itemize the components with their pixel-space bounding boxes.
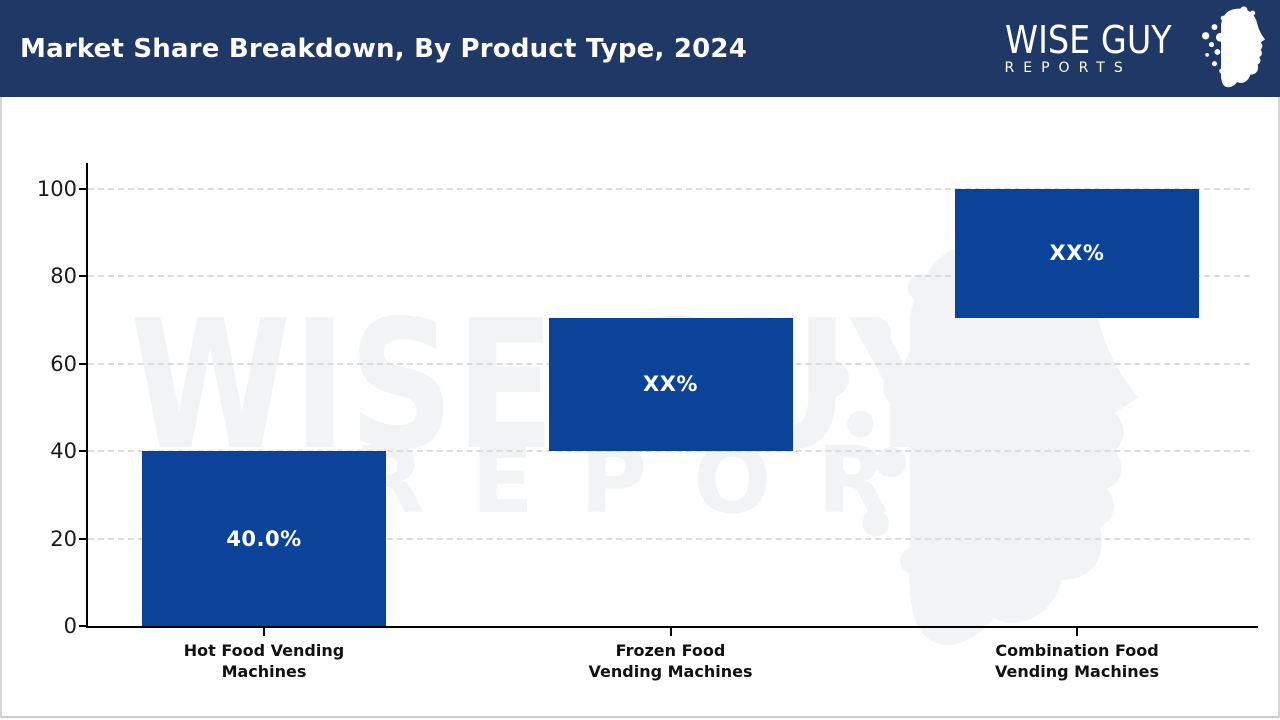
wise-guy-reports-logo: WISE GUY REPORTS [1005,5,1280,93]
watermark-head-icon [792,207,1172,687]
logo-subtitle: REPORTS [1004,59,1132,76]
logo-wordmark: WISE GUY [1004,17,1172,62]
header-band: Market Share Breakdown, By Product Type,… [0,0,1280,97]
chart-title: Market Share Breakdown, By Product Type,… [20,33,747,64]
chart-sheet: WISE GUY REPORTS [0,97,1280,718]
logo-head-icon [1196,5,1274,93]
logo-text: WISE GUY REPORTS [1004,17,1194,76]
